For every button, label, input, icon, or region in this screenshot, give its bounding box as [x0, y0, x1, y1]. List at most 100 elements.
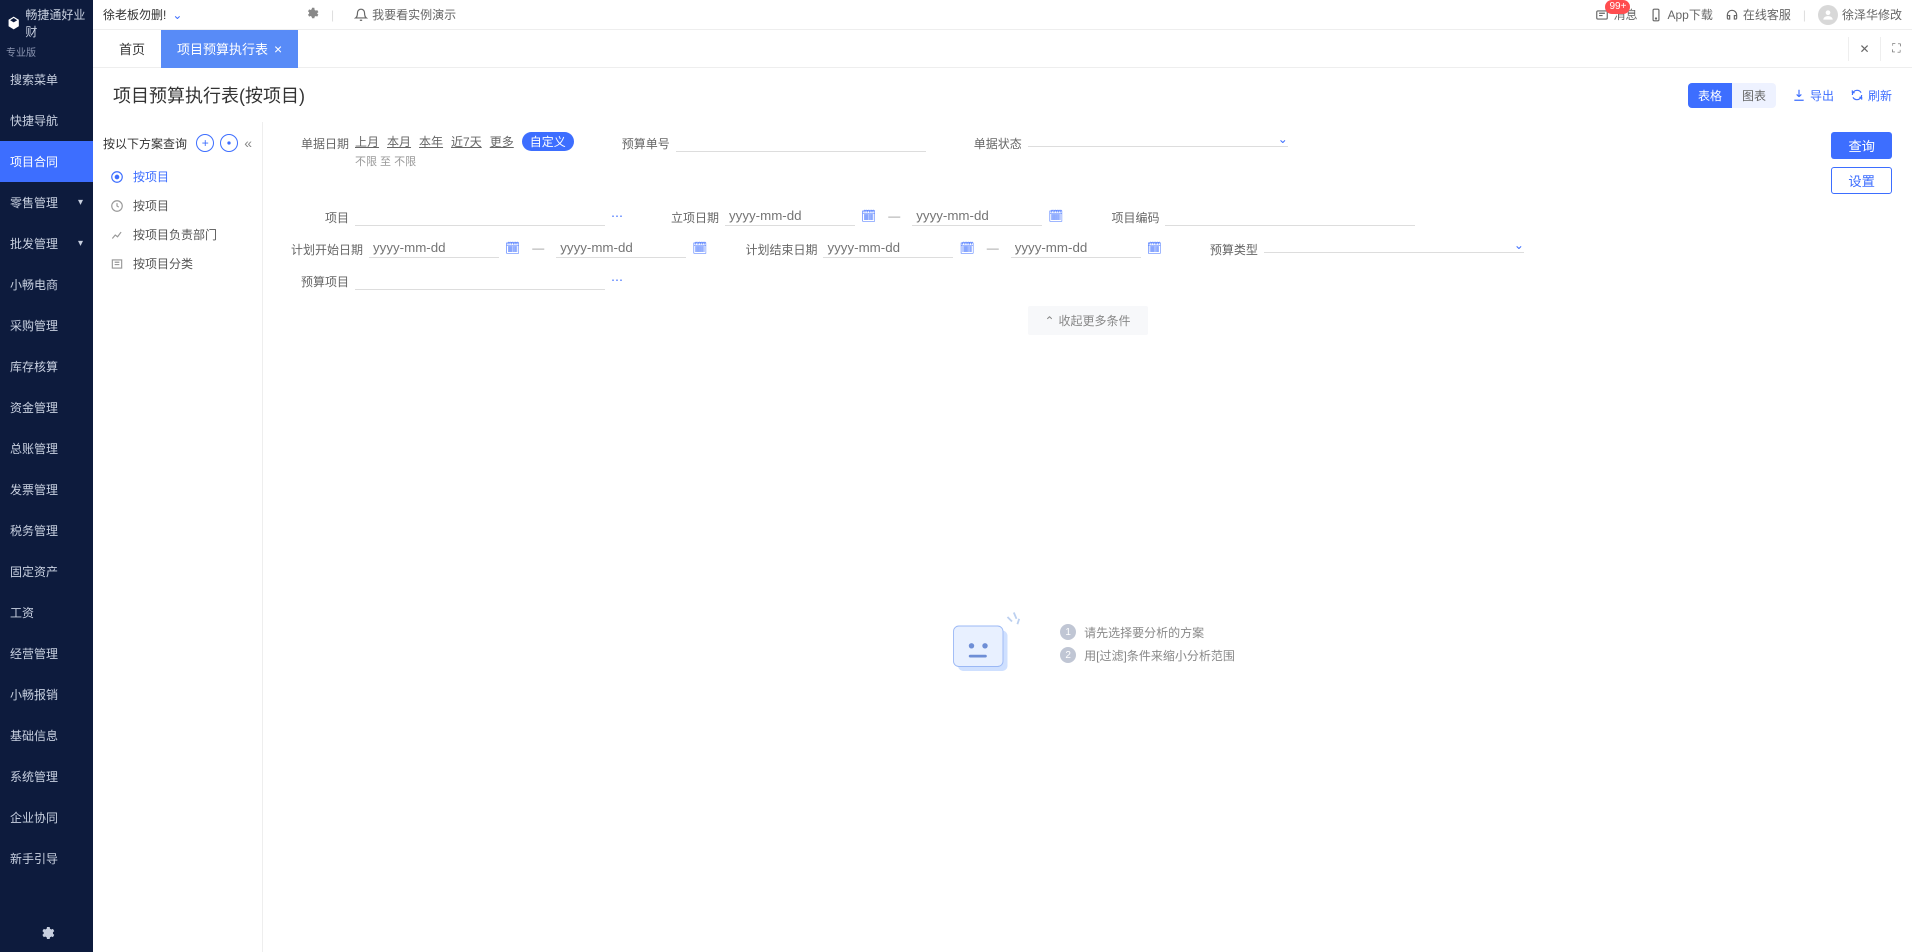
- app-download-button[interactable]: App下载: [1649, 6, 1712, 23]
- sidebar-item-16[interactable]: 基础信息: [0, 715, 93, 756]
- sidebar-item-13[interactable]: 工资: [0, 592, 93, 633]
- sidebar: 畅捷通好业财 专业版 搜索菜单快捷导航项目合同零售管理▾批发管理▾小畅电商采购管…: [0, 0, 93, 952]
- budget-no-label: 预算单号: [604, 132, 670, 152]
- scheme-item-0[interactable]: 按项目: [93, 162, 262, 191]
- view-toggle: 表格 图表: [1688, 83, 1776, 108]
- empty-illustration-icon: [940, 599, 1030, 689]
- demo-link[interactable]: 我要看实例演示: [354, 6, 456, 23]
- scheme-item-3[interactable]: 按项目分类: [93, 249, 262, 278]
- messages-button[interactable]: 消息 99+: [1595, 6, 1637, 23]
- date-preset[interactable]: 本月: [387, 133, 411, 150]
- plan-start-label: 计划开始日期: [283, 238, 363, 258]
- date-preset[interactable]: 更多: [490, 133, 514, 150]
- budget-type-select[interactable]: ⌄: [1264, 238, 1524, 253]
- settings-icon[interactable]: [305, 6, 319, 23]
- bill-status-label: 单据状态: [956, 132, 1022, 152]
- sidebar-item-6[interactable]: 采购管理: [0, 305, 93, 346]
- add-scheme-button[interactable]: +: [196, 134, 214, 152]
- view-table-button[interactable]: 表格: [1688, 83, 1732, 108]
- sidebar-item-14[interactable]: 经营管理: [0, 633, 93, 674]
- brand-logo: 畅捷通好业财: [0, 0, 93, 46]
- more-icon[interactable]: ⋯: [611, 209, 623, 223]
- avatar-icon: [1818, 5, 1838, 25]
- view-chart-button[interactable]: 图表: [1732, 83, 1776, 108]
- page-header: 项目预算执行表(按项目) 表格 图表 导出 刷新: [93, 68, 1912, 122]
- scheme-item-2[interactable]: 按项目负责部门: [93, 220, 262, 249]
- sidebar-item-5[interactable]: 小畅电商: [0, 264, 93, 305]
- scheme-settings-button[interactable]: [220, 134, 238, 152]
- clock-icon: [109, 198, 125, 214]
- collapse-filters-button[interactable]: ⌃收起更多条件: [1028, 306, 1148, 335]
- sidebar-item-10[interactable]: 发票管理: [0, 469, 93, 510]
- bill-date-label: 单据日期: [283, 132, 349, 152]
- page-title: 项目预算执行表(按项目): [113, 82, 305, 108]
- topbar: 徐老板勿删! ⌄ | 我要看实例演示 消息 99+ App下载: [93, 0, 1912, 30]
- sidebar-item-19[interactable]: 新手引导: [0, 838, 93, 879]
- bill-status-select[interactable]: ⌄: [1028, 132, 1288, 147]
- sidebar-item-15[interactable]: 小畅报销: [0, 674, 93, 715]
- setup-date-to-input[interactable]: [912, 206, 1042, 226]
- refresh-button[interactable]: 刷新: [1850, 87, 1892, 104]
- calendar-icon[interactable]: 🗓: [861, 209, 876, 223]
- settings-button[interactable]: 设置: [1831, 167, 1892, 194]
- budget-item-label: 预算项目: [283, 270, 349, 290]
- sidebar-item-17[interactable]: 系统管理: [0, 756, 93, 797]
- date-preset[interactable]: 近7天: [451, 133, 482, 150]
- list-icon: [109, 256, 125, 272]
- chart-icon: [109, 227, 125, 243]
- sidebar-item-4[interactable]: 批发管理▾: [0, 223, 93, 264]
- company-name: 徐老板勿删!: [103, 6, 166, 23]
- more-icon[interactable]: ⋯: [611, 273, 623, 287]
- sidebar-item-0[interactable]: 搜索菜单: [0, 59, 93, 100]
- collapse-panel-icon[interactable]: «: [244, 135, 252, 151]
- scheme-panel: 按以下方案查询 + « 按项目按项目按项目负责部门按项目分类: [93, 122, 263, 952]
- calendar-icon[interactable]: 🗓: [959, 241, 974, 255]
- date-preset[interactable]: 本年: [419, 133, 443, 150]
- plan-end-from-input[interactable]: [823, 238, 953, 258]
- calendar-icon[interactable]: 🗓: [505, 241, 520, 255]
- sidebar-item-9[interactable]: 总账管理: [0, 428, 93, 469]
- setup-date-from-input[interactable]: [725, 206, 855, 226]
- close-all-tabs-icon[interactable]: ✕: [1848, 37, 1872, 61]
- calendar-icon[interactable]: 🗓: [692, 241, 707, 255]
- date-preset-custom[interactable]: 自定义: [522, 132, 574, 151]
- filter-form: 单据日期 上月本月本年近7天更多自定义 不限 至 不限 预算单号 单据状态: [263, 122, 1912, 306]
- sidebar-item-11[interactable]: 税务管理: [0, 510, 93, 551]
- sidebar-item-12[interactable]: 固定资产: [0, 551, 93, 592]
- support-button[interactable]: 在线客服: [1725, 6, 1791, 23]
- tab-budget-execution[interactable]: 项目预算执行表 ×: [161, 30, 298, 68]
- sidebar-item-3[interactable]: 零售管理▾: [0, 182, 93, 223]
- export-button[interactable]: 导出: [1792, 87, 1834, 104]
- sidebar-settings[interactable]: [0, 917, 93, 952]
- tabs-bar: 首页 项目预算执行表 × ✕ ⛶: [93, 30, 1912, 68]
- fullscreen-icon[interactable]: ⛶: [1880, 37, 1904, 61]
- query-button[interactable]: 查询: [1831, 132, 1892, 159]
- close-icon[interactable]: ×: [274, 41, 282, 57]
- sidebar-item-18[interactable]: 企业协同: [0, 797, 93, 838]
- sidebar-item-1[interactable]: 快捷导航: [0, 100, 93, 141]
- empty-step-1: 1 请先选择要分析的方案: [1060, 624, 1235, 641]
- company-selector[interactable]: 徐老板勿删! ⌄: [103, 6, 293, 23]
- date-range-text: 不限 至 不限: [355, 153, 574, 169]
- sidebar-item-7[interactable]: 库存核算: [0, 346, 93, 387]
- user-menu[interactable]: 徐泽华修改: [1818, 5, 1902, 25]
- budget-item-input[interactable]: [355, 270, 605, 290]
- project-input[interactable]: [355, 206, 605, 226]
- plan-end-to-input[interactable]: [1011, 238, 1141, 258]
- budget-no-input[interactable]: [676, 132, 926, 152]
- scheme-item-1[interactable]: 按项目: [93, 191, 262, 220]
- plan-start-from-input[interactable]: [369, 238, 499, 258]
- empty-step-2: 2 用[过滤]条件来缩小分析范围: [1060, 647, 1235, 664]
- empty-state: 1 请先选择要分析的方案 2 用[过滤]条件来缩小分析范围: [263, 335, 1912, 952]
- scheme-title: 按以下方案查询: [103, 135, 190, 152]
- plan-start-to-input[interactable]: [556, 238, 686, 258]
- calendar-icon[interactable]: 🗓: [1048, 209, 1063, 223]
- calendar-icon[interactable]: 🗓: [1147, 241, 1162, 255]
- date-preset[interactable]: 上月: [355, 133, 379, 150]
- tab-home[interactable]: 首页: [103, 30, 161, 68]
- sidebar-item-8[interactable]: 资金管理: [0, 387, 93, 428]
- sidebar-item-2[interactable]: 项目合同: [0, 141, 93, 182]
- chevron-down-icon: ⌄: [1278, 132, 1288, 146]
- messages-badge: 99+: [1605, 0, 1630, 14]
- project-code-input[interactable]: [1165, 206, 1415, 226]
